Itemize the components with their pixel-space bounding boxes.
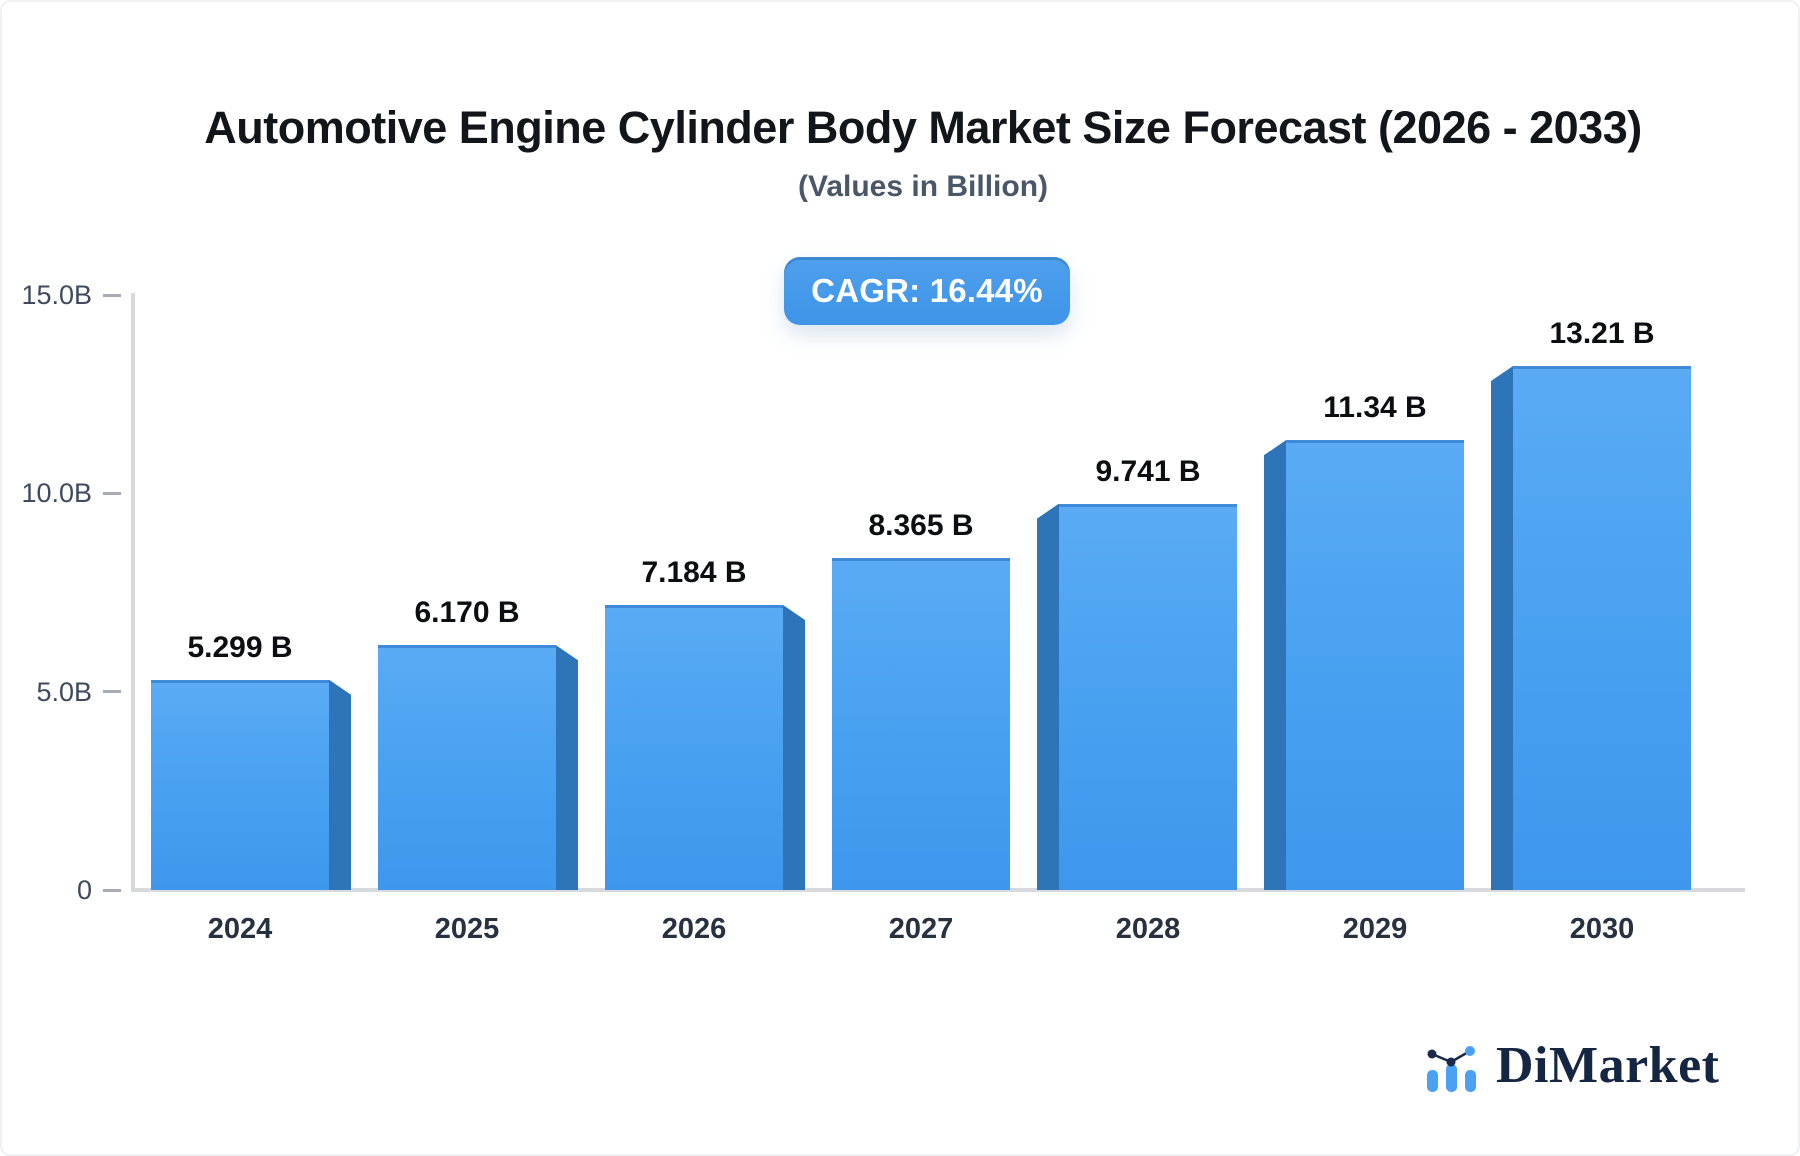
bar-value-label: 7.184 B bbox=[641, 556, 747, 590]
y-axis-tick-label: 5.0B bbox=[36, 676, 92, 707]
x-axis-label: 2027 bbox=[888, 913, 954, 945]
bar-2027 bbox=[832, 558, 1010, 890]
bar-side-face bbox=[1264, 440, 1286, 890]
bar-side-face bbox=[556, 645, 578, 890]
x-axis-label: 2030 bbox=[1569, 913, 1635, 945]
bar-value-label: 6.170 B bbox=[414, 596, 520, 630]
y-axis-tick-mark bbox=[103, 888, 121, 892]
cagr-badge: CAGR: 16.44% bbox=[784, 257, 1070, 325]
dimarket-logo-icon bbox=[1427, 1046, 1476, 1092]
y-axis-line bbox=[131, 293, 135, 892]
dimarket-logo-text: DiMarket bbox=[1496, 1037, 1720, 1094]
chart-subtitle: (Values in Billion) bbox=[797, 170, 1049, 203]
x-axis-label: 2024 bbox=[207, 913, 273, 945]
x-axis-label: 2029 bbox=[1342, 913, 1408, 945]
bar-value-label: 8.365 B bbox=[868, 509, 974, 543]
x-axis-line bbox=[131, 888, 1745, 892]
bar-side-face bbox=[1491, 366, 1513, 890]
bar-side-face bbox=[783, 605, 805, 890]
bar-2024 bbox=[151, 679, 329, 890]
bar-value-label: 9.741 B bbox=[1095, 454, 1201, 488]
cagr-badge-label: CAGR: 16.44% bbox=[811, 272, 1043, 309]
bar-2025 bbox=[378, 645, 556, 890]
y-axis-tick-mark bbox=[103, 690, 121, 694]
y-axis-tick-label: 10.0B bbox=[21, 478, 92, 509]
bar-2030 bbox=[1513, 366, 1691, 890]
bar-side-face bbox=[1037, 503, 1059, 890]
y-axis-tick-mark bbox=[103, 293, 121, 297]
y-axis-tick-label: 0 bbox=[76, 875, 92, 905]
bar-value-label: 11.34 B bbox=[1323, 391, 1427, 425]
bar-2026 bbox=[605, 605, 783, 890]
y-axis-tick-label: 15.0B bbox=[21, 280, 92, 310]
dimarket-logo: DiMarket bbox=[1426, 1040, 1719, 1092]
x-axis-label: 2025 bbox=[434, 913, 500, 945]
x-axis-label: 2028 bbox=[1115, 913, 1181, 945]
bar-value-label: 5.299 B bbox=[187, 630, 293, 664]
y-axis-tick-mark bbox=[103, 491, 121, 495]
bar-value-label: 13.21 B bbox=[1549, 317, 1655, 350]
chart-title: Automotive Engine Cylinder Body Market S… bbox=[204, 102, 1642, 153]
bar-2029 bbox=[1286, 440, 1464, 890]
bar-2028 bbox=[1059, 503, 1237, 890]
x-axis-label: 2026 bbox=[661, 913, 727, 945]
bar-side-face bbox=[329, 679, 351, 890]
